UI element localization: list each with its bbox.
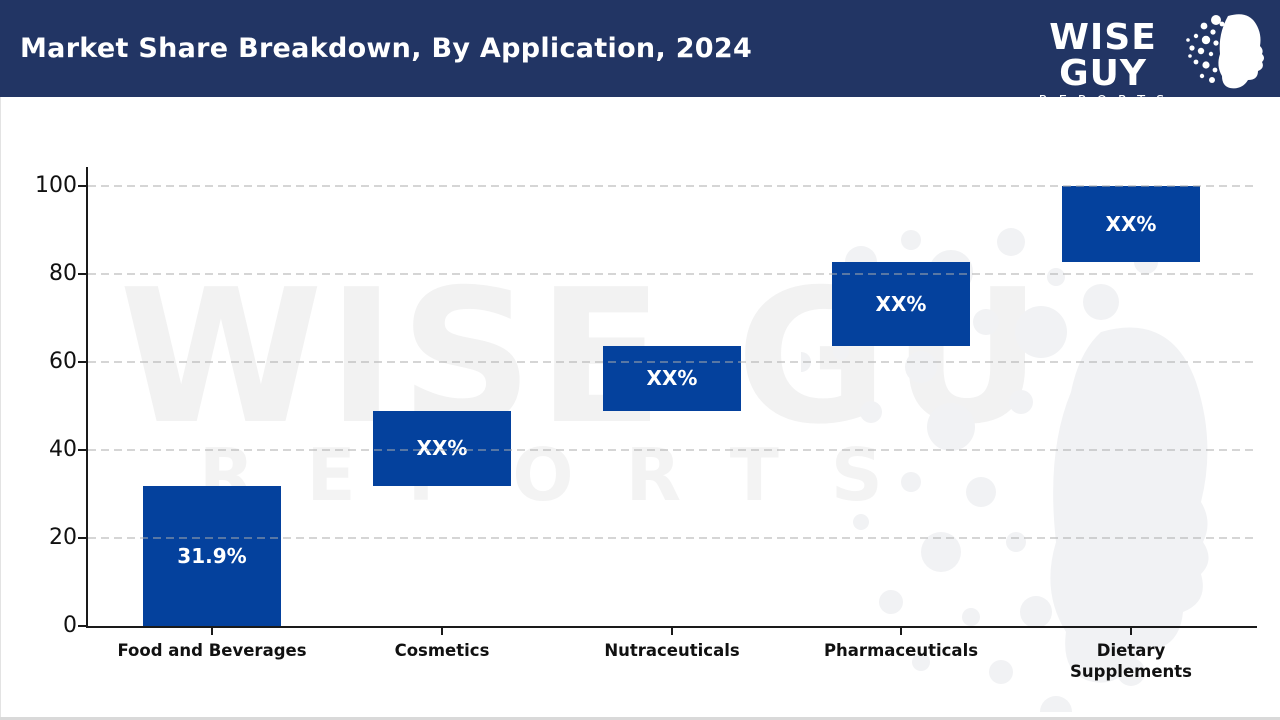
bar-nutraceuticals: XX% [603,346,741,411]
y-tick-label: 60 [49,349,77,374]
y-tick-label: 20 [49,525,77,550]
x-tick-label: Nutraceuticals [604,641,740,660]
bar-value-label: XX% [875,292,927,317]
logo-text: WISE GUY REPORTS [1004,17,1202,109]
x-tick-mark [671,628,673,635]
bar-food-and-beverages: 31.9% [143,485,281,626]
gridline-60 [88,361,1257,363]
x-tick-mark [211,628,213,635]
header: Market Share Breakdown, By Application, … [0,0,1280,108]
y-tick-mark [78,625,86,627]
bar-cosmetics: XX% [373,410,511,486]
y-tick-mark [78,185,86,187]
gridline-80 [88,273,1257,275]
bar-value-label: XX% [1105,212,1157,237]
y-tick-label: 0 [63,613,77,638]
x-tick-mark [900,628,902,635]
gridline-20 [88,537,1257,539]
gridline-100 [88,185,1257,187]
x-axis-line [86,626,1257,628]
y-tick-mark [78,537,86,539]
y-tick-mark [78,449,86,451]
x-tick-label: Food and Beverages [117,641,307,660]
logo: WISE GUY REPORTS [1004,8,1264,108]
bottom-border [0,717,1280,720]
y-tick-mark [78,361,86,363]
bar-value-label: XX% [416,436,468,461]
logo-face-icon [1186,14,1264,89]
x-tick-mark [441,628,443,635]
bar-value-label: 31.9% [177,543,247,568]
watermark-reports: REPORTS [199,433,935,517]
bar-dietary-supplements: XX% [1062,186,1200,263]
page-title: Market Share Breakdown, By Application, … [20,33,753,64]
y-tick-mark [78,273,86,275]
logo-wordmark: WISE GUY [1049,17,1157,94]
x-tick-label: Pharmaceuticals [823,641,979,660]
chart-area: WISE GU REPORTS 0 20 40 60 80 100 31.9% XX% XX%… [0,97,1280,717]
y-tick-label: 80 [49,261,77,286]
x-tick-label: Dietary Supplements [1070,641,1192,682]
bar-value-label: XX% [646,366,698,391]
y-tick-label: 100 [35,173,77,198]
bar-pharmaceuticals: XX% [832,262,970,347]
x-tick-label: Cosmetics [394,641,490,660]
y-tick-label: 40 [49,437,77,462]
gridline-40 [88,449,1257,451]
x-tick-mark [1130,628,1132,635]
y-axis-line [86,167,88,628]
